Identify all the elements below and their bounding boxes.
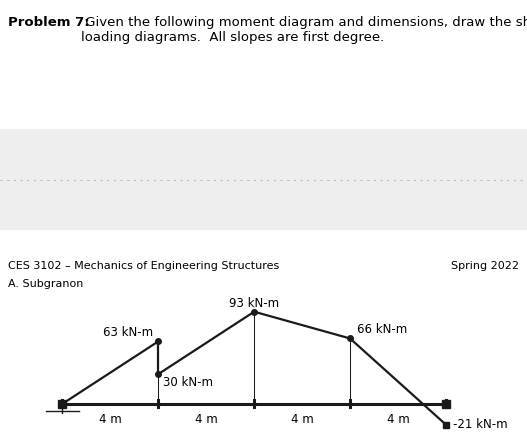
Text: -21 kN-m: -21 kN-m <box>453 418 508 431</box>
Text: 4 m: 4 m <box>291 413 314 426</box>
Text: 63 kN-m: 63 kN-m <box>103 326 153 339</box>
Text: 30 kN-m: 30 kN-m <box>163 376 213 389</box>
Text: 4 m: 4 m <box>387 413 409 426</box>
Text: Given the following moment diagram and dimensions, draw the shear and
loading di: Given the following moment diagram and d… <box>81 16 527 44</box>
Text: 4 m: 4 m <box>99 413 122 426</box>
Text: A. Subgranon: A. Subgranon <box>8 279 83 289</box>
Text: Spring 2022: Spring 2022 <box>451 261 519 271</box>
Text: 66 kN-m: 66 kN-m <box>357 323 407 336</box>
Text: CES 3102 – Mechanics of Engineering Structures: CES 3102 – Mechanics of Engineering Stru… <box>8 261 279 271</box>
Text: 4 m: 4 m <box>195 413 218 426</box>
Text: 93 kN-m: 93 kN-m <box>229 297 279 310</box>
Text: Problem 7:: Problem 7: <box>8 16 90 29</box>
